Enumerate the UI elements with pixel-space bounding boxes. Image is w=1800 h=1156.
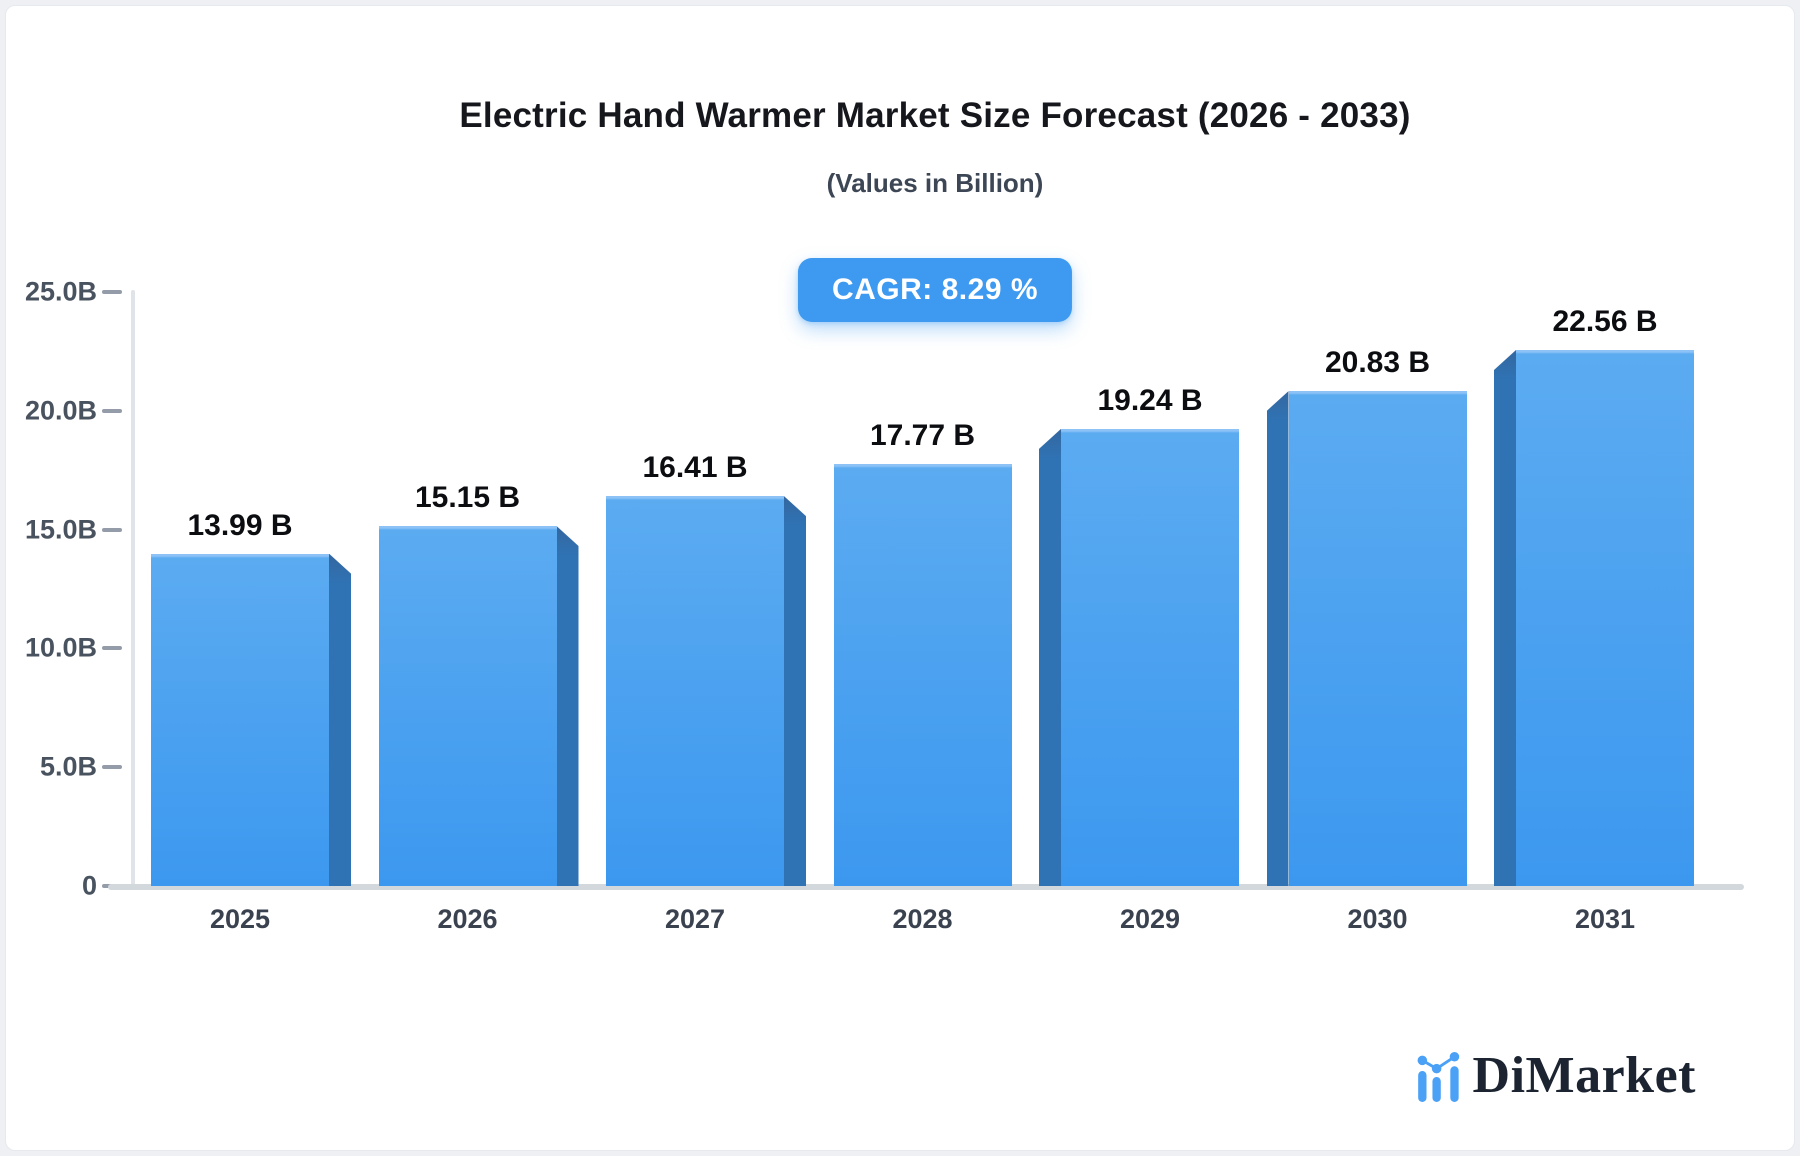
- dimarket-logo-text: DiMarket: [1472, 1047, 1696, 1104]
- chart-subtitle: (Values in Billion): [826, 168, 1044, 198]
- bar-value-label: 19.24 B: [1097, 383, 1203, 417]
- bar-side-face: [329, 553, 351, 886]
- bar: [833, 463, 1012, 886]
- y-axis-tick-label: 5.0B: [39, 751, 97, 782]
- x-axis-tick-label: 2029: [1119, 904, 1181, 934]
- cagr-badge: CAGR: 8.29 %: [797, 258, 1073, 322]
- x-axis-tick-label: 2027: [664, 904, 726, 934]
- bar-side-face: [1266, 391, 1289, 886]
- y-axis-tick-label: 20.0B: [24, 395, 97, 426]
- bar: [606, 496, 784, 886]
- bar-value-label: 20.83 B: [1324, 346, 1431, 380]
- bar: [1061, 428, 1239, 886]
- bar-side-face: [1494, 349, 1516, 886]
- bar-side-face: [556, 526, 579, 886]
- dimarket-logo: DiMarket: [1417, 1050, 1696, 1102]
- bar: [151, 553, 329, 886]
- chart-title: Electric Hand Warmer Market Size Forecas…: [459, 96, 1411, 135]
- bar-value-label: 13.99 B: [187, 508, 293, 542]
- bar-value-label: 17.77 B: [869, 418, 976, 452]
- bar-value-label: 15.15 B: [414, 481, 521, 515]
- y-axis-tick-mark: [102, 646, 122, 651]
- y-axis-tick-label: 25.0B: [24, 276, 97, 307]
- x-axis-tick-label: 2026: [437, 904, 498, 934]
- bar: [378, 526, 557, 886]
- y-axis-tick-label: 15.0B: [24, 514, 97, 545]
- bar-value-label: 16.41 B: [642, 451, 748, 485]
- x-axis-tick-label: 2031: [1574, 904, 1636, 934]
- y-axis-tick-mark: [102, 765, 122, 770]
- bar-side-face: [1039, 428, 1061, 886]
- bar-value-label: 22.56 B: [1552, 304, 1658, 338]
- y-axis-tick-mark: [102, 408, 122, 413]
- x-axis-tick-label: 2025: [209, 904, 271, 934]
- bar-side-face: [784, 496, 806, 886]
- y-axis-tick-mark: [102, 527, 122, 532]
- x-axis-tick-label: 2030: [1347, 904, 1408, 934]
- x-axis-tick-label: 2028: [892, 904, 953, 934]
- y-axis-tick-mark: [102, 290, 122, 294]
- bar: [1516, 349, 1694, 886]
- dimarket-logo-icon: [1417, 1052, 1459, 1102]
- y-axis-line: [131, 290, 135, 888]
- bar: [1288, 391, 1467, 886]
- y-axis-tick-label: 0: [81, 870, 97, 901]
- x-axis-line: [108, 884, 1744, 890]
- y-axis-tick-label: 10.0B: [24, 632, 97, 663]
